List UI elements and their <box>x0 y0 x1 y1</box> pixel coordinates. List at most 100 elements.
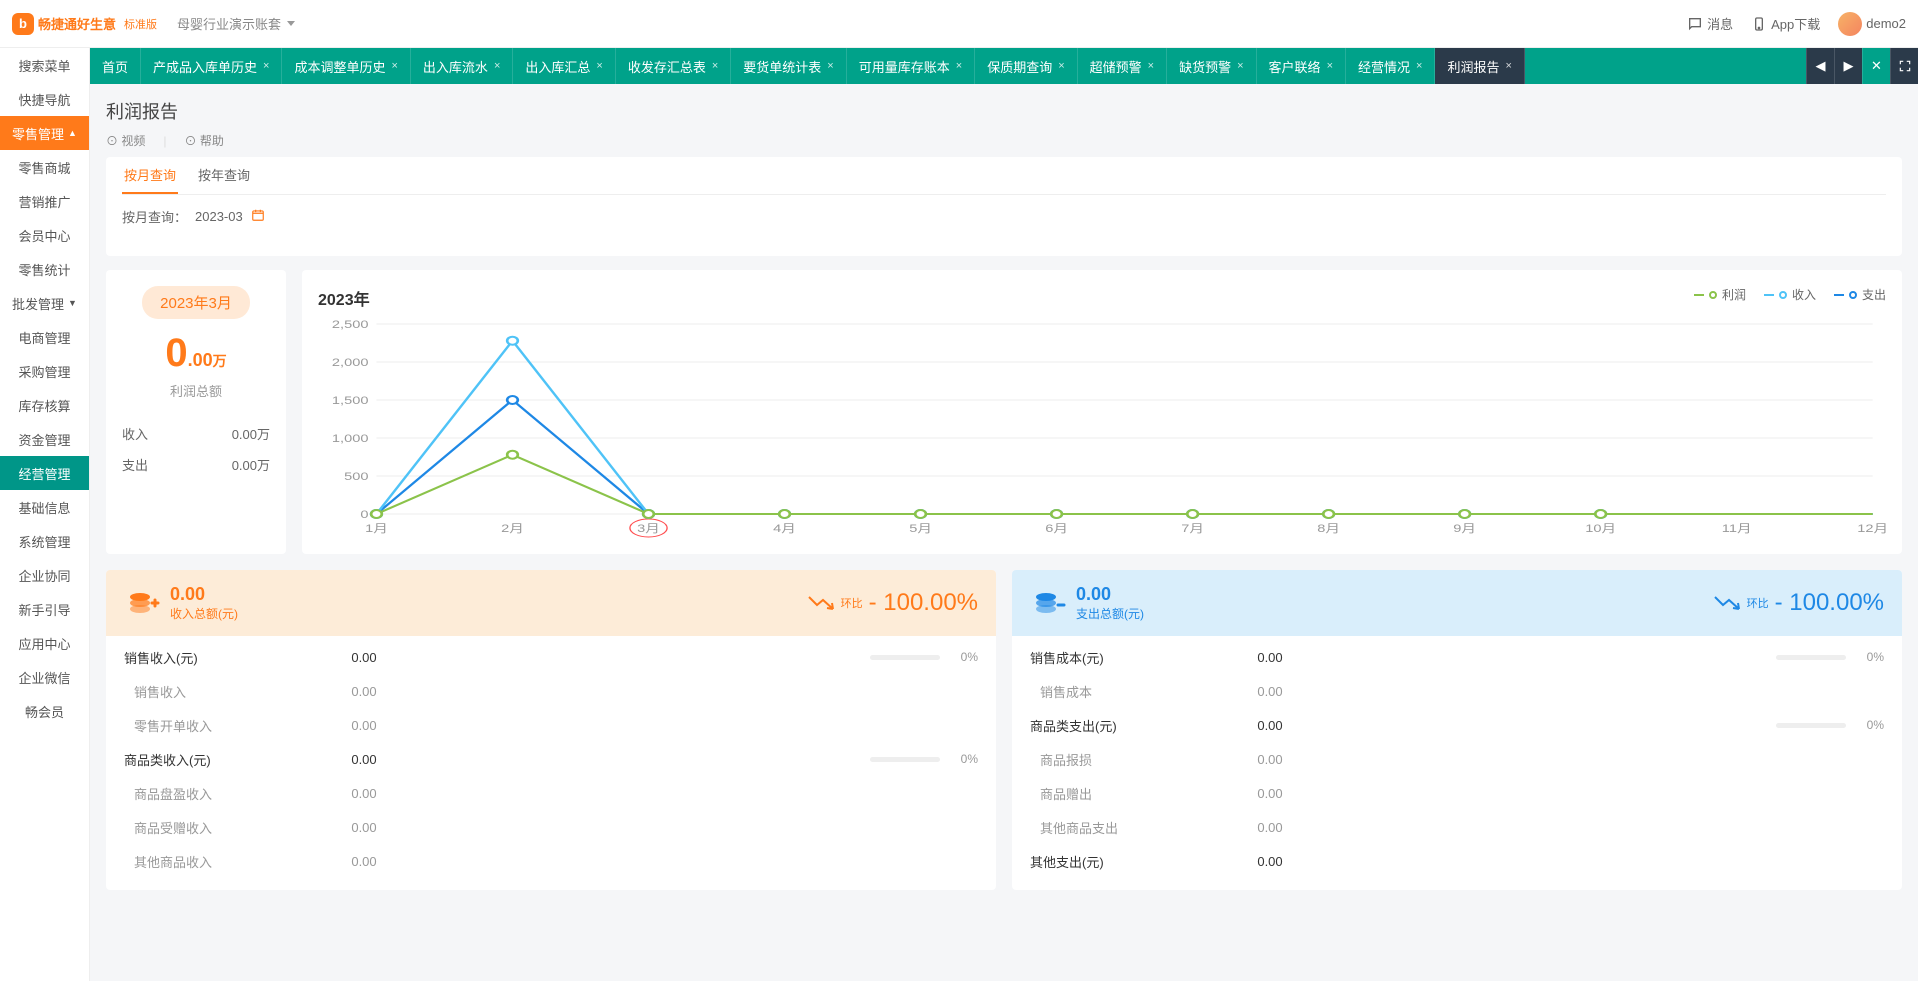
legend-profit[interactable]: 利润 <box>1694 286 1746 303</box>
sidebar-item-wecom[interactable]: 企业微信 <box>0 660 89 694</box>
sidebar-item-wholesale[interactable]: 批发管理▼ <box>0 286 89 320</box>
sidebar-item-retail-mall[interactable]: 零售商城 <box>0 150 89 184</box>
tab-label: 客户联络 <box>1269 57 1321 76</box>
sidebar-item-system[interactable]: 系统管理 <box>0 524 89 558</box>
account-selector[interactable]: 母婴行业演示账套 <box>177 14 295 33</box>
tab-close-icon[interactable]: × <box>1058 60 1064 72</box>
fullscreen-button[interactable] <box>1890 48 1918 84</box>
row-value: 0.00 <box>304 752 424 767</box>
expense-trend-pct: - 100.00% <box>1775 589 1884 617</box>
data-row: 其他支出(元)0.00 <box>1030 844 1884 878</box>
sidebar-item-inventory[interactable]: 库存核算 <box>0 388 89 422</box>
tab-4[interactable]: 出入库汇总× <box>513 48 615 84</box>
sidebar-item-retail-stats[interactable]: 零售统计 <box>0 252 89 286</box>
tab-close-icon[interactable]: × <box>1505 60 1511 72</box>
expense-icon <box>1030 585 1066 621</box>
user-menu[interactable]: demo2 <box>1838 12 1906 36</box>
fullscreen-icon <box>1898 59 1912 73</box>
trend-down-icon <box>807 593 835 613</box>
tab-6[interactable]: 要货单统计表× <box>731 48 846 84</box>
sidebar-item-vip[interactable]: 畅会员 <box>0 694 89 728</box>
tab-0[interactable]: 首页 <box>90 48 141 84</box>
tab-close-icon[interactable]: × <box>1327 60 1333 72</box>
subtabs: 按月查询 按年查询 <box>122 157 1886 195</box>
help-link[interactable]: ⊙ 帮助 <box>184 132 223 149</box>
tab-7[interactable]: 可用量库存账本× <box>847 48 975 84</box>
row-value: 0.00 <box>304 718 424 733</box>
expense-trend-label: 环比 <box>1747 595 1769 611</box>
caret-icon: ▲ <box>68 128 77 138</box>
tab-label: 出入库流水 <box>423 57 488 76</box>
chart-legend: 利润 收入 支出 <box>1694 286 1886 303</box>
row-value: 0.00 <box>304 650 424 665</box>
row-value: 0.00 <box>1210 820 1330 835</box>
sidebar-item-member[interactable]: 会员中心 <box>0 218 89 252</box>
income-icon <box>124 585 160 621</box>
brand-name: 畅捷通好生意 <box>38 14 116 33</box>
app-download-button[interactable]: App下载 <box>1751 14 1820 33</box>
calendar-icon[interactable] <box>251 208 265 225</box>
tab-close-icon[interactable]: × <box>1148 60 1154 72</box>
tab-close-icon[interactable]: × <box>1416 60 1422 72</box>
brand-logo-icon: b <box>12 13 34 35</box>
sidebar-item-retail[interactable]: 零售管理▲ <box>0 116 89 150</box>
row-label: 商品报损 <box>1030 750 1210 769</box>
expense-rows: 销售成本(元)0.000%销售成本0.00商品类支出(元)0.000%商品报损0… <box>1012 636 1902 890</box>
legend-income[interactable]: 收入 <box>1764 286 1816 303</box>
tab-10[interactable]: 缺货预警× <box>1167 48 1256 84</box>
tab-close-icon[interactable]: × <box>596 60 602 72</box>
line-chart: 05001,0001,5002,0002,5001月2月3月4月5月6月7月8月… <box>318 318 1886 538</box>
sidebar-item-search[interactable]: 搜索菜单 <box>0 48 89 82</box>
video-link[interactable]: ⊙ 视频 <box>106 132 145 149</box>
income-trend-label: 环比 <box>841 595 863 611</box>
svg-text:3月: 3月 <box>637 522 660 535</box>
tab-12[interactable]: 经营情况× <box>1346 48 1435 84</box>
sidebar-item-enterprise[interactable]: 企业协同 <box>0 558 89 592</box>
messages-button[interactable]: 消息 <box>1687 14 1733 33</box>
row-label: 其他商品支出 <box>1030 818 1210 837</box>
sidebar-item-apps[interactable]: 应用中心 <box>0 626 89 660</box>
subtab-year[interactable]: 按年查询 <box>196 157 252 194</box>
svg-text:1,500: 1,500 <box>332 394 369 407</box>
tab-close-all-button[interactable]: ✕ <box>1862 48 1890 84</box>
tab-close-icon[interactable]: × <box>1237 60 1243 72</box>
tab-9[interactable]: 超储预警× <box>1078 48 1167 84</box>
sidebar-item-marketing[interactable]: 营销推广 <box>0 184 89 218</box>
tab-scroll-right-button[interactable]: ▶ <box>1834 48 1862 84</box>
sidebar-item-purchase[interactable]: 采购管理 <box>0 354 89 388</box>
row-value: 0.00 <box>1210 684 1330 699</box>
tab-close-icon[interactable]: × <box>494 60 500 72</box>
brand-logo[interactable]: b 畅捷通好生意 <box>12 13 116 35</box>
tab-13[interactable]: 利润报告 × <box>1435 48 1524 84</box>
tab-close-icon[interactable]: × <box>263 60 269 72</box>
sidebar-item-basic[interactable]: 基础信息 <box>0 490 89 524</box>
sidebar-item-guide[interactable]: 新手引导 <box>0 592 89 626</box>
svg-text:7月: 7月 <box>1181 522 1204 535</box>
tab-label: 收发存汇总表 <box>628 57 706 76</box>
sidebar-item-fund[interactable]: 资金管理 <box>0 422 89 456</box>
tab-8[interactable]: 保质期查询× <box>975 48 1077 84</box>
subtab-month[interactable]: 按月查询 <box>122 157 178 194</box>
tab-5[interactable]: 收发存汇总表 × <box>616 48 731 84</box>
sidebar-item-ecom[interactable]: 电商管理 <box>0 320 89 354</box>
messages-label: 消息 <box>1707 14 1733 33</box>
tab-close-icon[interactable]: × <box>391 60 397 72</box>
tab-close-icon[interactable]: × <box>956 60 962 72</box>
svg-text:2,000: 2,000 <box>332 356 369 369</box>
tab-11[interactable]: 客户联络 × <box>1257 48 1346 84</box>
row-pct: 0% <box>1854 718 1884 732</box>
tab-scroll-left-button[interactable]: ◀ <box>1806 48 1834 84</box>
svg-text:4月: 4月 <box>773 522 796 535</box>
income-head-value: 0.00 <box>170 584 238 605</box>
tab-close-icon[interactable]: × <box>827 60 833 72</box>
page-content: 利润报告 ⊙ 视频 | ⊙ 帮助 按月查询 按年查询 按月查询： 2023-03 <box>90 84 1918 981</box>
row-label: 商品盘盈收入 <box>124 784 304 803</box>
tab-1[interactable]: 产成品入库单历史× <box>141 48 282 84</box>
tab-2[interactable]: 成本调整单历史× <box>282 48 410 84</box>
tab-label: 利润报告 <box>1447 57 1499 76</box>
legend-expense[interactable]: 支出 <box>1834 286 1886 303</box>
tab-close-icon[interactable]: × <box>712 60 718 72</box>
sidebar-item-operate[interactable]: 经营管理 <box>0 456 89 490</box>
tab-3[interactable]: 出入库流水 × <box>411 48 513 84</box>
sidebar-item-quick[interactable]: 快捷导航 <box>0 82 89 116</box>
